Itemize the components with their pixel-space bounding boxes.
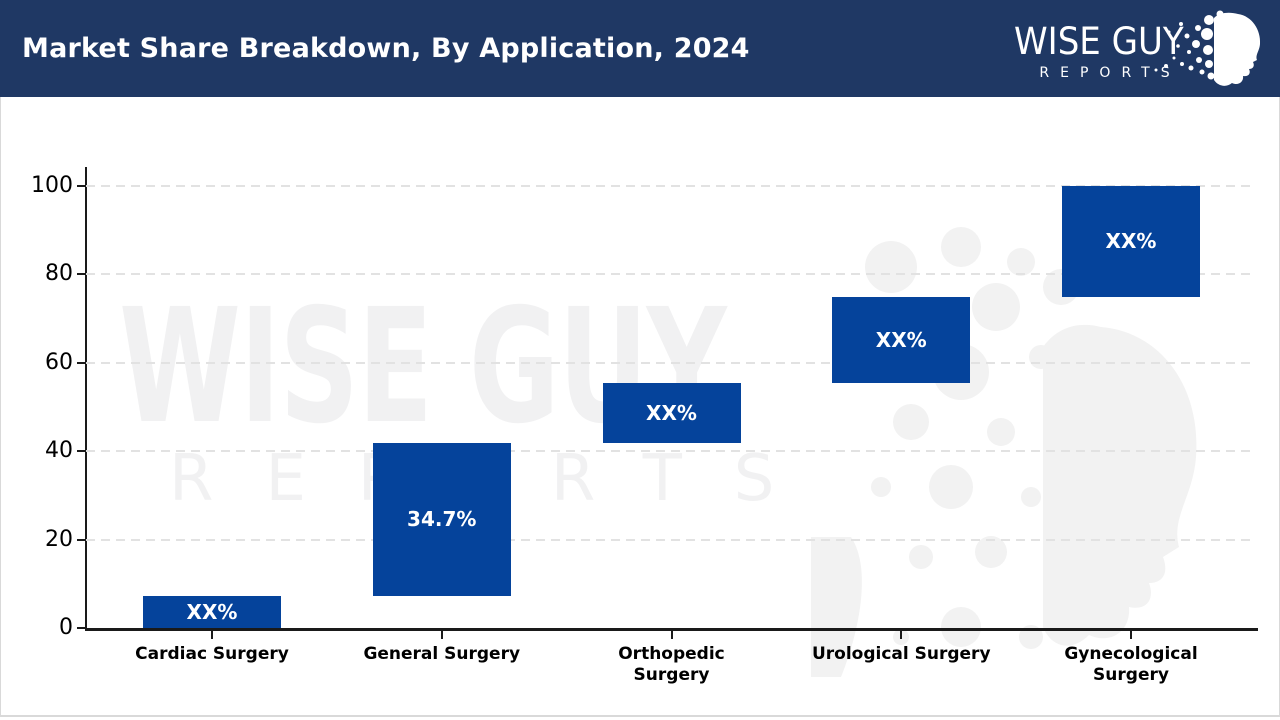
waterfall-bar-segment: XX% xyxy=(832,296,971,384)
y-axis-tick-label: 80 xyxy=(45,261,73,287)
x-axis-tick-mark xyxy=(440,631,443,639)
y-axis-tick-mark xyxy=(77,185,85,187)
x-axis-tick-mark xyxy=(670,631,673,639)
logo-wordmark: WISE GUY xyxy=(1013,19,1184,63)
y-axis-tick-label: 100 xyxy=(31,173,73,198)
gridline-20 xyxy=(86,538,1254,541)
x-axis-tick-mark xyxy=(211,631,213,639)
x-axis-line xyxy=(85,628,1258,631)
y-axis-tick-label: 0 xyxy=(59,615,73,640)
logo-face-icon xyxy=(1154,10,1261,86)
gridline-40 xyxy=(86,450,1254,453)
header-bar: Market Share Breakdown, By Application, … xyxy=(0,0,1280,97)
x-axis-category-label: General Surgery xyxy=(363,644,521,664)
bar-value-label: XX% xyxy=(646,400,697,425)
bar-value-label: XX% xyxy=(875,327,927,352)
y-axis-tick-mark xyxy=(77,273,85,276)
wise-guy-reports-logo: WISE GUY REPORTS xyxy=(1006,6,1266,92)
y-axis-tick-mark xyxy=(77,361,85,364)
x-axis-category-label: Gynecological Surgery xyxy=(1064,644,1198,685)
waterfall-bar-segment: 34.7% xyxy=(372,442,511,597)
waterfall-bar-segment: XX% xyxy=(1062,186,1200,297)
bar-value-label: XX% xyxy=(1105,229,1157,254)
y-axis-tick-mark xyxy=(77,450,85,453)
y-axis-tick-mark xyxy=(77,538,85,541)
y-axis-tick-label: 40 xyxy=(45,438,73,464)
y-axis-tick-label: 20 xyxy=(45,526,73,552)
waterfall-bar-segment: XX% xyxy=(143,596,281,628)
y-axis-tick-label: 60 xyxy=(45,349,73,375)
x-axis-category-label: Cardiac Surgery xyxy=(135,644,289,664)
logo-text: WISE GUY REPORTS xyxy=(1006,20,1206,81)
gridline-100 xyxy=(86,185,1254,187)
chart-canvas: WISE GUY REPORTS 020406080100XX%Cardiac … xyxy=(0,97,1280,717)
y-axis-line xyxy=(85,167,87,630)
x-axis-category-label: Urological Surgery xyxy=(811,644,991,664)
waterfall-bar-segment: XX% xyxy=(602,383,741,443)
gridline-80 xyxy=(86,273,1254,276)
chart-title: Market Share Breakdown, By Application, … xyxy=(22,33,750,64)
y-axis-tick-mark xyxy=(77,627,85,629)
x-axis-tick-mark xyxy=(1130,631,1132,639)
gridline-60 xyxy=(86,361,1254,364)
bar-value-label: 34.7% xyxy=(407,507,477,532)
logo-subtitle: REPORTS xyxy=(1039,64,1181,81)
x-axis-category-label: Orthopedic Surgery xyxy=(618,644,725,685)
bar-value-label: XX% xyxy=(186,600,238,625)
x-axis-tick-mark xyxy=(900,631,903,639)
